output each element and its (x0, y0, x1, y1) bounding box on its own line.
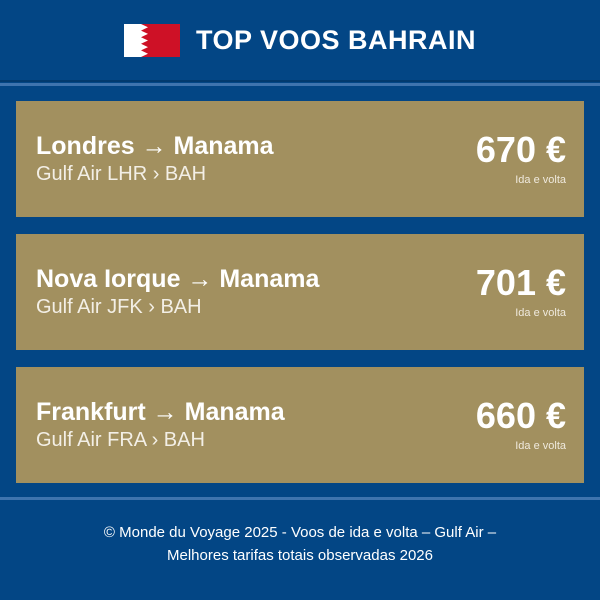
header: TOP VOOS BAHRAIN (0, 0, 600, 80)
page-title: TOP VOOS BAHRAIN (195, 24, 477, 55)
flight-price: 660 € (475, 395, 566, 436)
header-divider-dark (0, 80, 600, 82)
flight-route: Nova Iorque → Manama (36, 264, 320, 293)
flight-price-block: 701 € Ida e volta (476, 264, 570, 320)
flight-carrier: Gulf Air JFK › BAH (36, 296, 202, 319)
flight-route-block: Frankfurt → Manama Gulf Air FRA › BAH (36, 398, 285, 453)
flight-route: Frankfurt → Manama (36, 397, 285, 426)
flight-price: 670 € (475, 129, 566, 170)
flight-price-block: 670 € Ida e volta (476, 131, 570, 187)
bahrain-flag-icon (123, 23, 180, 57)
flight-price-note: Ida e volta (515, 439, 566, 452)
flight-price: 701 € (475, 262, 566, 303)
flight-card[interactable]: Nova Iorque → Manama Gulf Air JFK › BAH … (16, 234, 584, 350)
flight-card[interactable]: Londres → Manama Gulf Air LHR › BAH 670 … (16, 101, 584, 217)
flight-card[interactable]: Frankfurt → Manama Gulf Air FRA › BAH 66… (16, 367, 584, 483)
footer-text: © Monde du Voyage 2025 - Voos de ida e v… (0, 500, 600, 568)
flight-price-note: Ida e volta (515, 173, 566, 186)
footer-divider (0, 497, 600, 500)
flight-route-block: Nova Iorque → Manama Gulf Air JFK › BAH (36, 265, 319, 320)
flight-route: Londres → Manama (36, 131, 274, 160)
header-divider (0, 83, 600, 86)
footer-line-copyright: © Monde du Voyage 2025 - Voos de ida e v… (103, 524, 497, 541)
flight-carrier: Gulf Air FRA › BAH (36, 429, 205, 452)
flight-list: Londres → Manama Gulf Air LHR › BAH 670 … (0, 86, 600, 483)
flight-carrier: Gulf Air LHR › BAH (36, 163, 207, 186)
footer: © Monde du Voyage 2025 - Voos de ida e v… (0, 497, 600, 600)
flight-price-note: Ida e volta (515, 306, 566, 319)
footer-line-note: Melhores tarifas totais observadas 2026 (167, 547, 433, 565)
flight-price-block: 660 € Ida e volta (476, 397, 570, 453)
flight-route-block: Londres → Manama Gulf Air LHR › BAH (36, 132, 274, 187)
